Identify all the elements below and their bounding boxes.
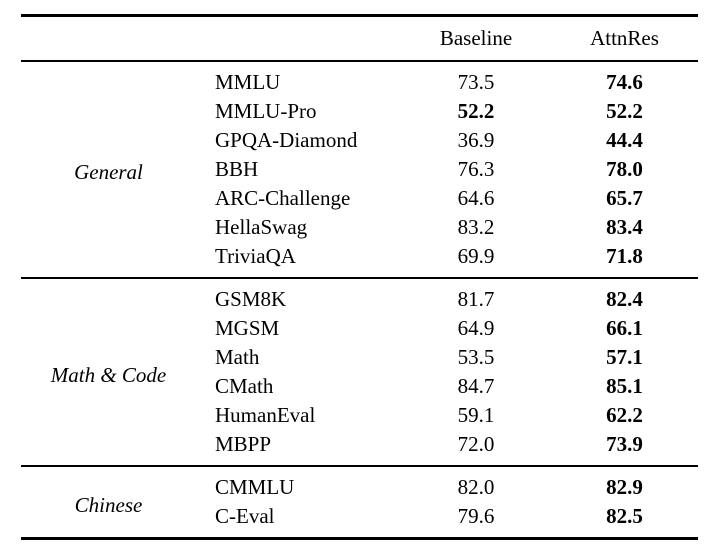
baseline-value: 69.9 xyxy=(457,244,495,268)
table-row: MGSM 64.9 66.1 xyxy=(21,314,698,343)
attnres-value: 44.4 xyxy=(606,128,643,152)
baseline-value: 64.9 xyxy=(457,316,495,340)
category-label: Math & Code xyxy=(21,277,196,466)
table-row: Math 53.5 57.1 xyxy=(21,343,698,372)
table-row: Math & Code GSM8K 81.7 82.4 xyxy=(21,277,698,466)
baseline-value: 52.2 xyxy=(457,99,495,123)
baseline-value: 84.7 xyxy=(457,374,495,398)
table-row: Chinese CMMLU 82.0 82.9 xyxy=(21,465,698,539)
attnres-value: 65.7 xyxy=(606,186,643,210)
table-row: MBPP 72.0 73.9 xyxy=(21,430,698,466)
benchmark-name: CMMLU xyxy=(196,465,401,502)
baseline-value: 82.0 xyxy=(401,465,551,502)
benchmark-name: GSM8K xyxy=(196,277,401,314)
attnres-value: 83.4 xyxy=(606,215,643,239)
attnres-value: 82.4 xyxy=(551,277,698,314)
empty-header-cell-category xyxy=(21,15,196,62)
table-row: General MMLU 73.5 74.6 xyxy=(21,61,698,184)
baseline-value: 36.9 xyxy=(457,128,495,152)
baseline-value: 79.6 xyxy=(457,504,495,528)
baseline-value: 59.1 xyxy=(457,403,495,427)
table-row: TriviaQA 69.9 71.8 xyxy=(21,242,698,278)
benchmark-name: TriviaQA xyxy=(215,244,296,268)
benchmark-name: Math xyxy=(215,345,260,369)
baseline-value: 76.3 xyxy=(457,157,495,181)
attnres-value: 73.9 xyxy=(606,432,643,456)
empty-header-cell-benchmark xyxy=(196,15,401,62)
benchmark-name: GPQA-Diamond xyxy=(215,128,358,152)
section-general: General MMLU 73.5 74.6 MMLU-Pro 52.2 52.2 GPQA-… xyxy=(21,61,698,278)
benchmark-name: ARC-Challenge xyxy=(215,186,351,210)
attnres-value: 82.5 xyxy=(606,504,643,528)
attnres-value: 74.6 xyxy=(606,70,643,94)
table-row: HumanEval 59.1 62.2 xyxy=(21,401,698,430)
attnres-value: 57.1 xyxy=(606,345,643,369)
benchmark-name: CMath xyxy=(215,374,274,398)
benchmark-name: MGSM xyxy=(215,316,280,340)
table-row: MMLU-Pro 52.2 52.2 xyxy=(21,97,698,126)
table-row: GPQA-Diamond 36.9 44.4 xyxy=(21,126,698,155)
section-chinese: Chinese CMMLU 82.0 82.9 C-Eval 79.6 82.5 xyxy=(21,465,698,539)
attnres-column-header: AttnRes xyxy=(551,15,698,62)
baseline-value: 83.2 xyxy=(457,215,495,239)
baseline-value: 81.7 xyxy=(401,277,551,314)
benchmark-name: MMLU-Pro xyxy=(215,99,317,123)
baseline-value: 72.0 xyxy=(457,432,495,456)
attnres-value: 82.9 xyxy=(551,465,698,502)
header-row: Baseline AttnRes xyxy=(21,15,698,62)
category-label: General xyxy=(74,160,143,184)
baseline-value: 64.6 xyxy=(457,186,495,210)
table-header: Baseline AttnRes xyxy=(21,15,698,62)
table-row: BBH 76.3 78.0 xyxy=(21,155,698,184)
table-row: HellaSwag 83.2 83.4 xyxy=(21,213,698,242)
category-label: Chinese xyxy=(21,465,196,539)
attnres-value: 66.1 xyxy=(606,316,643,340)
attnres-value: 78.0 xyxy=(606,157,643,181)
attnres-value: 52.2 xyxy=(606,99,643,123)
section-math-code: Math & Code GSM8K 81.7 82.4 MGSM 64.9 66.1 Math… xyxy=(21,277,698,466)
benchmark-name: MMLU xyxy=(215,70,281,94)
baseline-column-header: Baseline xyxy=(401,15,551,62)
benchmark-name: HumanEval xyxy=(215,403,316,427)
benchmark-name: BBH xyxy=(215,157,259,181)
attnres-value: 85.1 xyxy=(606,374,643,398)
results-table: Baseline AttnRes General MMLU 73.5 74.6 MMLU… xyxy=(21,14,698,540)
table-row: C-Eval 79.6 82.5 xyxy=(21,502,698,539)
baseline-value: 73.5 xyxy=(457,70,495,94)
attnres-value: 62.2 xyxy=(606,403,643,427)
benchmark-name: MBPP xyxy=(215,432,272,456)
attnres-value: 71.8 xyxy=(606,244,643,268)
benchmark-name: HellaSwag xyxy=(215,215,308,239)
benchmark-name: C-Eval xyxy=(215,504,275,528)
table-row: ARC-Challenge 64.6 65.7 xyxy=(21,184,698,213)
table-row: CMath 84.7 85.1 xyxy=(21,372,698,401)
baseline-value: 53.5 xyxy=(457,345,495,369)
